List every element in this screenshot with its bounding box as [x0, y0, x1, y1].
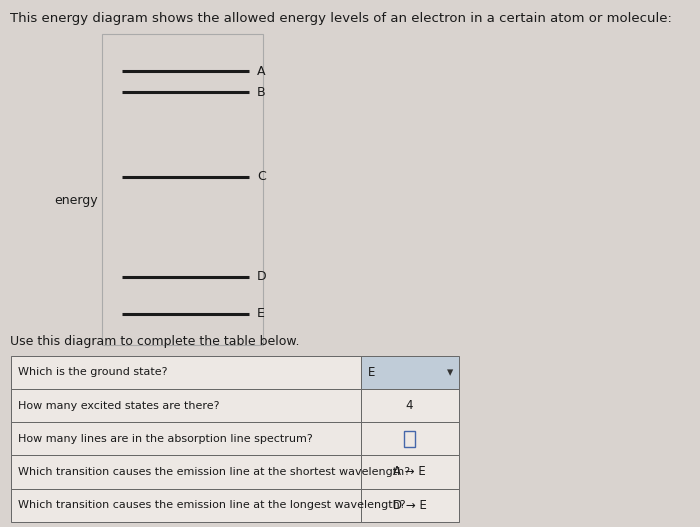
Text: How many excited states are there?: How many excited states are there? [18, 401, 219, 411]
Text: Which transition causes the emission line at the shortest wavelength?: Which transition causes the emission lin… [18, 467, 409, 477]
Text: This energy diagram shows the allowed energy levels of an electron in a certain : This energy diagram shows the allowed en… [10, 12, 673, 25]
Text: D: D [257, 270, 267, 283]
FancyBboxPatch shape [102, 34, 262, 345]
Text: D → E: D → E [393, 499, 426, 512]
Text: C: C [257, 170, 265, 183]
Text: A → E: A → E [393, 465, 426, 479]
Text: 4: 4 [406, 399, 413, 412]
Text: energy: energy [55, 194, 98, 207]
FancyBboxPatch shape [10, 356, 360, 389]
Text: Which transition causes the emission line at the longest wavelength?: Which transition causes the emission lin… [18, 500, 405, 510]
Text: ▾: ▾ [447, 366, 453, 379]
FancyBboxPatch shape [360, 489, 458, 522]
FancyBboxPatch shape [10, 389, 360, 422]
FancyBboxPatch shape [360, 356, 458, 389]
Text: Which is the ground state?: Which is the ground state? [18, 367, 167, 377]
Text: E: E [257, 307, 265, 320]
FancyBboxPatch shape [360, 389, 458, 422]
FancyBboxPatch shape [360, 422, 458, 455]
FancyBboxPatch shape [10, 489, 360, 522]
FancyBboxPatch shape [404, 431, 415, 446]
FancyBboxPatch shape [10, 455, 360, 489]
Text: A: A [257, 65, 265, 77]
Text: How many lines are in the absorption line spectrum?: How many lines are in the absorption lin… [18, 434, 312, 444]
Text: Use this diagram to complete the table below.: Use this diagram to complete the table b… [10, 335, 300, 348]
FancyBboxPatch shape [10, 422, 360, 455]
Text: B: B [257, 86, 265, 99]
Text: E: E [368, 366, 375, 379]
FancyBboxPatch shape [360, 455, 458, 489]
